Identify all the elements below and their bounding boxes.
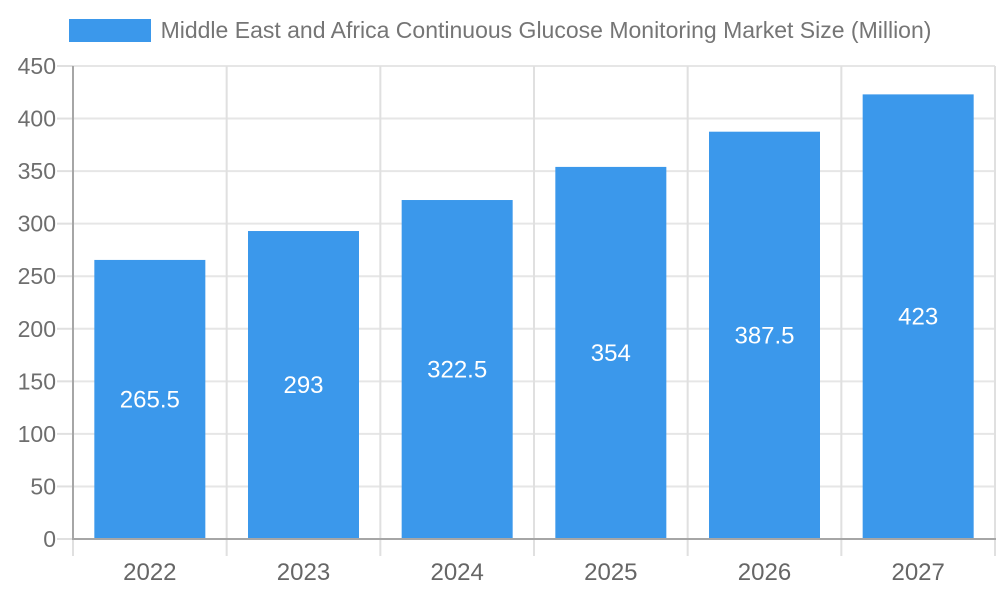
y-tick-label: 250 [18,263,56,289]
y-tick-label: 150 [18,368,56,394]
legend-label: Middle East and Africa Continuous Glucos… [160,17,932,43]
x-tick-label: 2023 [277,559,330,586]
y-tick-label: 400 [18,106,56,132]
bar-value-label: 322.5 [427,357,487,384]
chart-legend[interactable]: Middle East and Africa Continuous Glucos… [0,17,1000,43]
x-tick-label: 2026 [738,559,791,586]
y-tick-label: 300 [18,211,56,237]
y-tick-label: 0 [43,526,56,552]
bar[interactable] [862,94,974,538]
bar-value-label: 265.5 [120,386,180,413]
y-tick-label: 350 [18,158,56,184]
bar[interactable] [555,166,667,538]
x-tick-label: 2022 [123,559,176,586]
legend-swatch-icon [68,18,151,42]
y-tick-label: 100 [18,421,56,447]
y-tick-label: 50 [30,473,56,499]
bar[interactable] [94,259,206,538]
bar[interactable] [401,200,513,538]
bar[interactable] [248,231,359,538]
bar-value-label: 387.5 [734,322,794,349]
bar-value-label: 293 [283,372,323,399]
bar[interactable] [709,131,820,538]
y-tick-label: 450 [18,53,56,79]
y-tick-label: 200 [18,316,56,342]
bar-value-label: 423 [898,304,938,331]
x-tick-label: 2024 [430,559,483,586]
x-tick-label: 2027 [891,559,944,586]
bar-value-label: 354 [591,340,631,367]
x-tick-label: 2025 [584,559,637,586]
